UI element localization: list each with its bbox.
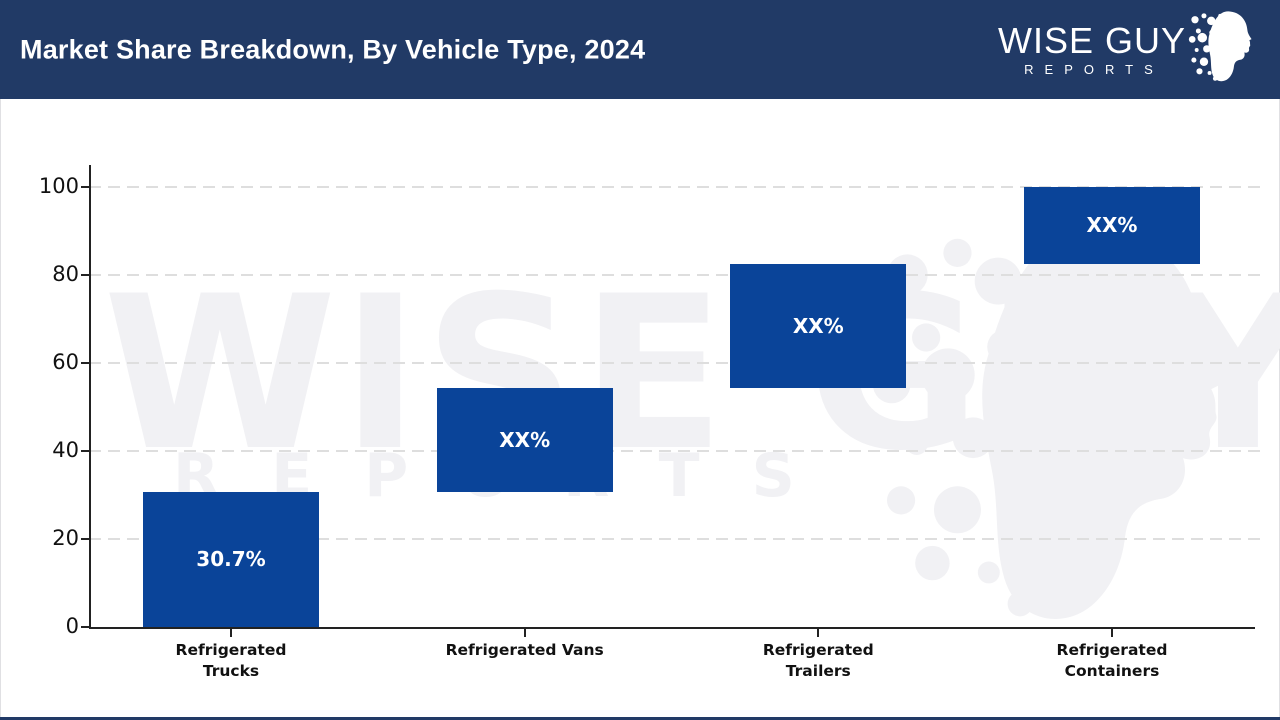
x-category-label: Refrigerated Trailers <box>688 640 948 682</box>
header-bar: Market Share Breakdown, By Vehicle Type,… <box>0 0 1280 99</box>
x-tick-mark <box>817 629 820 637</box>
bar-refrigerated-containers: XX% <box>1024 186 1200 265</box>
x-category-label-line: Refrigerated <box>1056 641 1168 659</box>
x-category-label-line: Trucks <box>202 662 260 680</box>
x-category-label-line: Refrigerated <box>175 641 287 659</box>
y-tick-label: 0 <box>65 614 79 638</box>
head-dots-icon <box>1188 11 1252 82</box>
gridline-20 <box>89 537 1263 540</box>
wiseguy-logo-brand: WISE GUY <box>997 20 1186 61</box>
y-tick-label: 80 <box>52 261 79 286</box>
x-category-label-line: Refrigerated Vans <box>445 641 604 659</box>
y-tick-label: 100 <box>38 173 79 198</box>
y-tick-label: 60 <box>52 349 79 374</box>
y-tick-mark <box>81 185 89 188</box>
page-title: Market Share Breakdown, By Vehicle Type,… <box>20 34 646 64</box>
footer-bar <box>0 717 1280 720</box>
y-tick-mark <box>81 626 89 628</box>
x-category-label: Refrigerated Trucks <box>101 640 361 682</box>
bar-refrigerated-trailers: XX% <box>730 264 907 388</box>
bar-value-label: 30.7% <box>196 547 266 572</box>
head-dots-watermark <box>872 227 1224 619</box>
bar-refrigerated-trucks: 30.7% <box>143 491 319 627</box>
y-tick-label: 40 <box>52 437 79 462</box>
y-tick-mark <box>81 449 89 452</box>
bar-value-label: XX% <box>792 314 844 339</box>
bar-refrigerated-vans: XX% <box>436 387 613 492</box>
x-category-label-line: Containers <box>1064 662 1160 680</box>
gridline-40 <box>89 449 1263 452</box>
chart-area: WISE GUY REPORTS 02040608010030.7%Refrig… <box>0 99 1280 717</box>
wiseguy-logo: WISE GUY REPORTS <box>998 8 1266 92</box>
wiseguy-logo-sub: REPORTS <box>1024 62 1164 77</box>
gridline-80 <box>89 273 1263 276</box>
x-category-label: Refrigerated Vans <box>395 640 655 661</box>
x-axis-line <box>89 627 1255 629</box>
x-category-label: Refrigerated Containers <box>982 640 1242 682</box>
x-tick-mark <box>230 629 232 637</box>
bar-value-label: XX% <box>1086 213 1138 238</box>
x-category-label-line: Refrigerated <box>762 641 874 659</box>
y-axis-line <box>89 165 91 629</box>
x-category-label-line: Trailers <box>785 662 851 680</box>
x-tick-mark <box>1111 629 1113 637</box>
bar-value-label: XX% <box>499 427 551 452</box>
y-tick-mark <box>81 361 89 364</box>
y-tick-mark <box>81 273 89 276</box>
gridline-60 <box>89 361 1263 364</box>
gridline-100 <box>89 185 1263 188</box>
y-tick-label: 20 <box>52 525 79 550</box>
wiseguy-logo-text: WISE GUY REPORTS <box>997 20 1186 78</box>
y-tick-mark <box>81 537 89 540</box>
x-tick-mark <box>523 629 526 637</box>
